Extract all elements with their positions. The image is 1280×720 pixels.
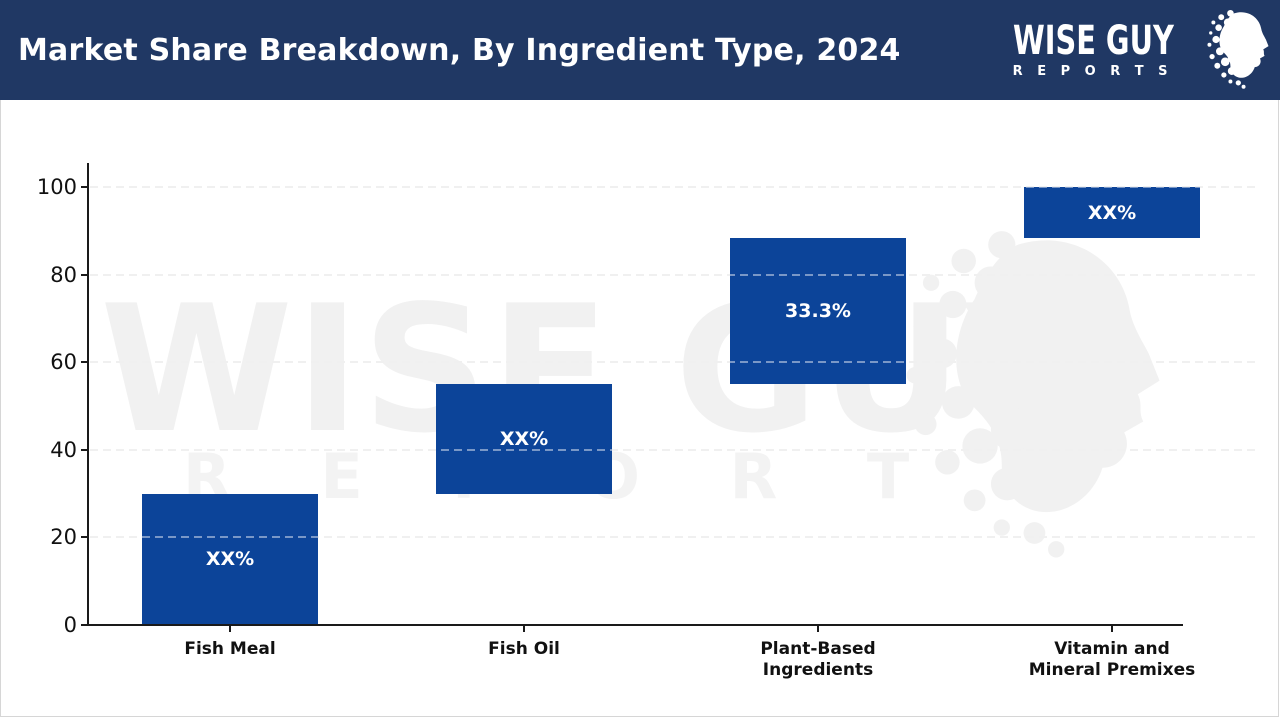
bar [142, 493, 318, 625]
x-tick [1111, 625, 1113, 632]
brand-logo: WISE GUY R E P O R T S [1013, 0, 1270, 100]
x-tick [523, 625, 525, 632]
y-tick [81, 273, 88, 276]
y-tick [81, 448, 88, 451]
gridline [90, 186, 1256, 188]
x-category-label: Plant-Based Ingredients [760, 639, 876, 680]
brand-logo-text: WISE GUY R E P O R T S [1013, 21, 1236, 79]
y-tick [81, 186, 88, 188]
y-axis-spine [87, 163, 89, 626]
y-tick-label: 60 [50, 350, 77, 375]
y-tick [81, 624, 88, 626]
bar-value-label: XX% [499, 427, 549, 450]
gridline [90, 273, 1256, 276]
watermark-subtext: R E P O R T S [183, 440, 1078, 513]
y-tick-label: 100 [36, 175, 77, 199]
header-bar: Market Share Breakdown, By Ingredient Ty… [0, 0, 1280, 100]
gridline-overlay [90, 536, 1256, 539]
y-tick-label: 80 [50, 262, 77, 287]
y-tick [81, 536, 88, 539]
gridline-overlay [90, 361, 1256, 364]
bar-value-label: 33.3% [785, 300, 851, 323]
gridline-overlay [90, 186, 1256, 188]
y-tick-label: 20 [50, 525, 77, 550]
x-category-label: Fish Meal [184, 639, 276, 659]
bar-value-label: XX% [205, 548, 255, 571]
watermark-head-icon [906, 231, 1160, 558]
bar [1024, 187, 1200, 239]
gridline [90, 448, 1256, 451]
bar-value-label: XX% [1087, 201, 1137, 224]
y-tick [81, 361, 88, 364]
gridline-overlay [90, 448, 1256, 451]
x-category-label: Vitamin and Mineral Premixes [1028, 639, 1196, 680]
gridline-overlay [90, 273, 1256, 276]
brand-subtitle: R E P O R T S [1012, 64, 1173, 79]
bar [436, 384, 612, 494]
gridline [90, 536, 1256, 539]
dotted-head-logo-icon [1207, 9, 1269, 89]
x-tick [817, 625, 819, 632]
x-axis-spine [86, 624, 1183, 626]
page-title: Market Share Breakdown, By Ingredient Ty… [18, 32, 901, 68]
bar [730, 238, 906, 385]
x-category-label: Fish Oil [488, 639, 560, 659]
y-tick-label: 40 [50, 437, 77, 462]
x-tick [229, 625, 231, 632]
gridline [90, 361, 1256, 364]
brand-name: WISE GUY [1012, 18, 1174, 64]
y-tick-label: 0 [63, 613, 77, 637]
